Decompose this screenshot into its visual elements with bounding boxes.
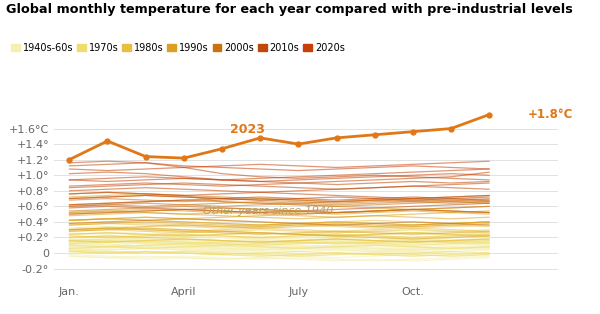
Text: +1.8°C: +1.8°C bbox=[527, 108, 573, 121]
Legend: 1940s-60s, 1970s, 1980s, 1990s, 2000s, 2010s, 2020s: 1940s-60s, 1970s, 1980s, 1990s, 2000s, 2… bbox=[11, 42, 345, 52]
Text: Other years since 1940: Other years since 1940 bbox=[203, 206, 333, 216]
Text: 2023: 2023 bbox=[230, 122, 265, 136]
Text: Global monthly temperature for each year compared with pre-industrial levels: Global monthly temperature for each year… bbox=[6, 3, 573, 16]
